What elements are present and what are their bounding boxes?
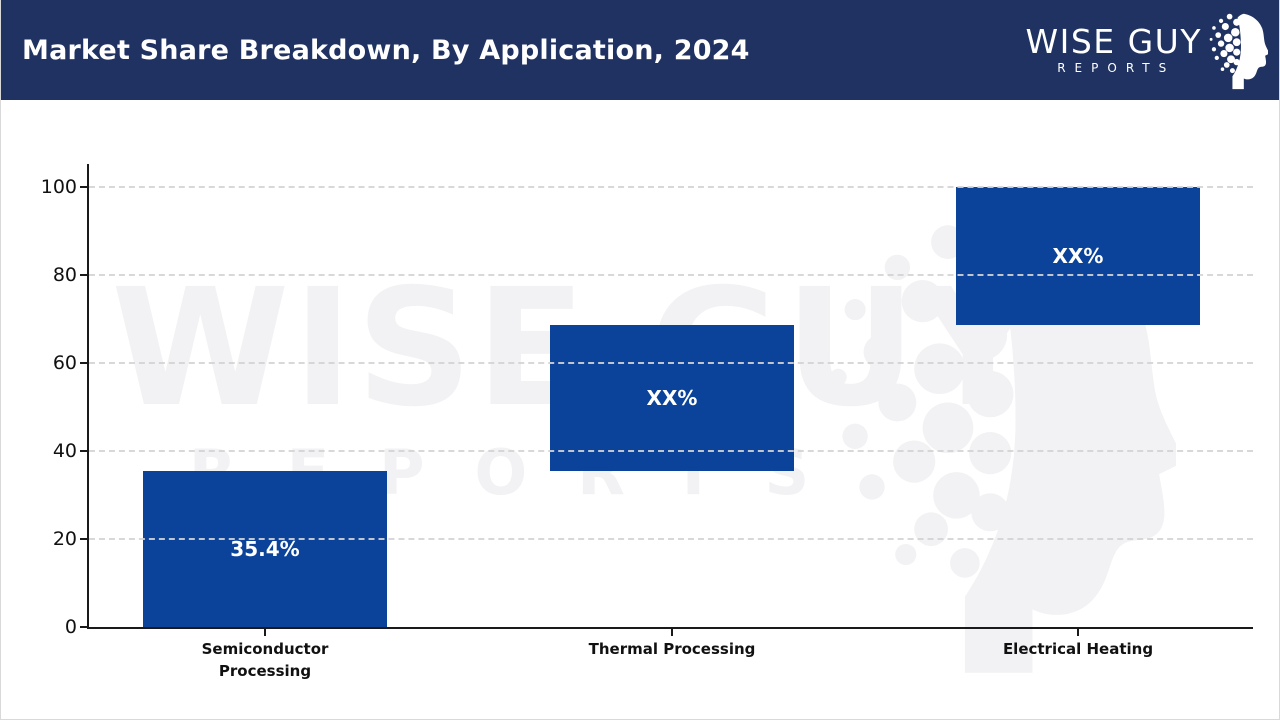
y-axis-tick [80, 450, 87, 452]
gridline [89, 274, 1253, 276]
chart-area: WISE GUY REPORTS 0 20 40 60 80 100 35.4% Semico… [1, 100, 1279, 719]
logo-wordmark-sub: REPORTS [1057, 61, 1176, 76]
y-axis-tick-label: 100 [40, 176, 77, 198]
y-axis-line [87, 164, 89, 629]
x-axis-category-label: Semiconductor Processing [201, 640, 329, 680]
gridline [89, 450, 1253, 452]
bar-value-label: 35.4% [230, 537, 300, 562]
x-axis-category-label: Electrical Heating [1002, 640, 1154, 658]
y-axis-tick-label: 60 [52, 352, 77, 374]
bar-segment: XX% [956, 187, 1200, 326]
y-axis-tick [80, 274, 87, 276]
bar-segment: 35.4% [143, 471, 387, 627]
logo-wordmark: WISE GUY REPORTS [1025, 25, 1202, 76]
x-axis-tick [1077, 629, 1079, 636]
logo-dots [1209, 13, 1241, 78]
y-axis-tick [80, 186, 87, 188]
x-axis-line [87, 627, 1253, 629]
x-axis-category-label: Thermal Processing [588, 640, 756, 658]
y-axis-tick [80, 626, 87, 628]
y-axis-tick [80, 362, 87, 364]
header: Market Share Breakdown, By Application, … [1, 0, 1279, 100]
y-axis-tick-label: 0 [64, 616, 77, 638]
y-axis-tick [80, 538, 87, 540]
bar-value-label: XX% [646, 386, 698, 411]
y-axis-tick-label: 40 [52, 440, 77, 462]
gridline [89, 362, 1253, 364]
gridline [89, 186, 1253, 188]
y-axis-tick-label: 80 [52, 264, 77, 286]
x-axis-tick [671, 629, 673, 636]
y-axis-tick-label: 20 [52, 528, 77, 550]
bar-segment: XX% [550, 325, 794, 472]
x-axis-tick [264, 629, 266, 636]
logo-wordmark-main: WISE GUY [1025, 21, 1202, 61]
dotted-head-logo-icon [1204, 9, 1268, 91]
page-title: Market Share Breakdown, By Application, … [22, 34, 750, 66]
gridline [89, 538, 1253, 540]
wise-guy-logo: WISE GUY REPORTS [1025, 9, 1268, 91]
bar-value-label: XX% [1052, 244, 1104, 269]
